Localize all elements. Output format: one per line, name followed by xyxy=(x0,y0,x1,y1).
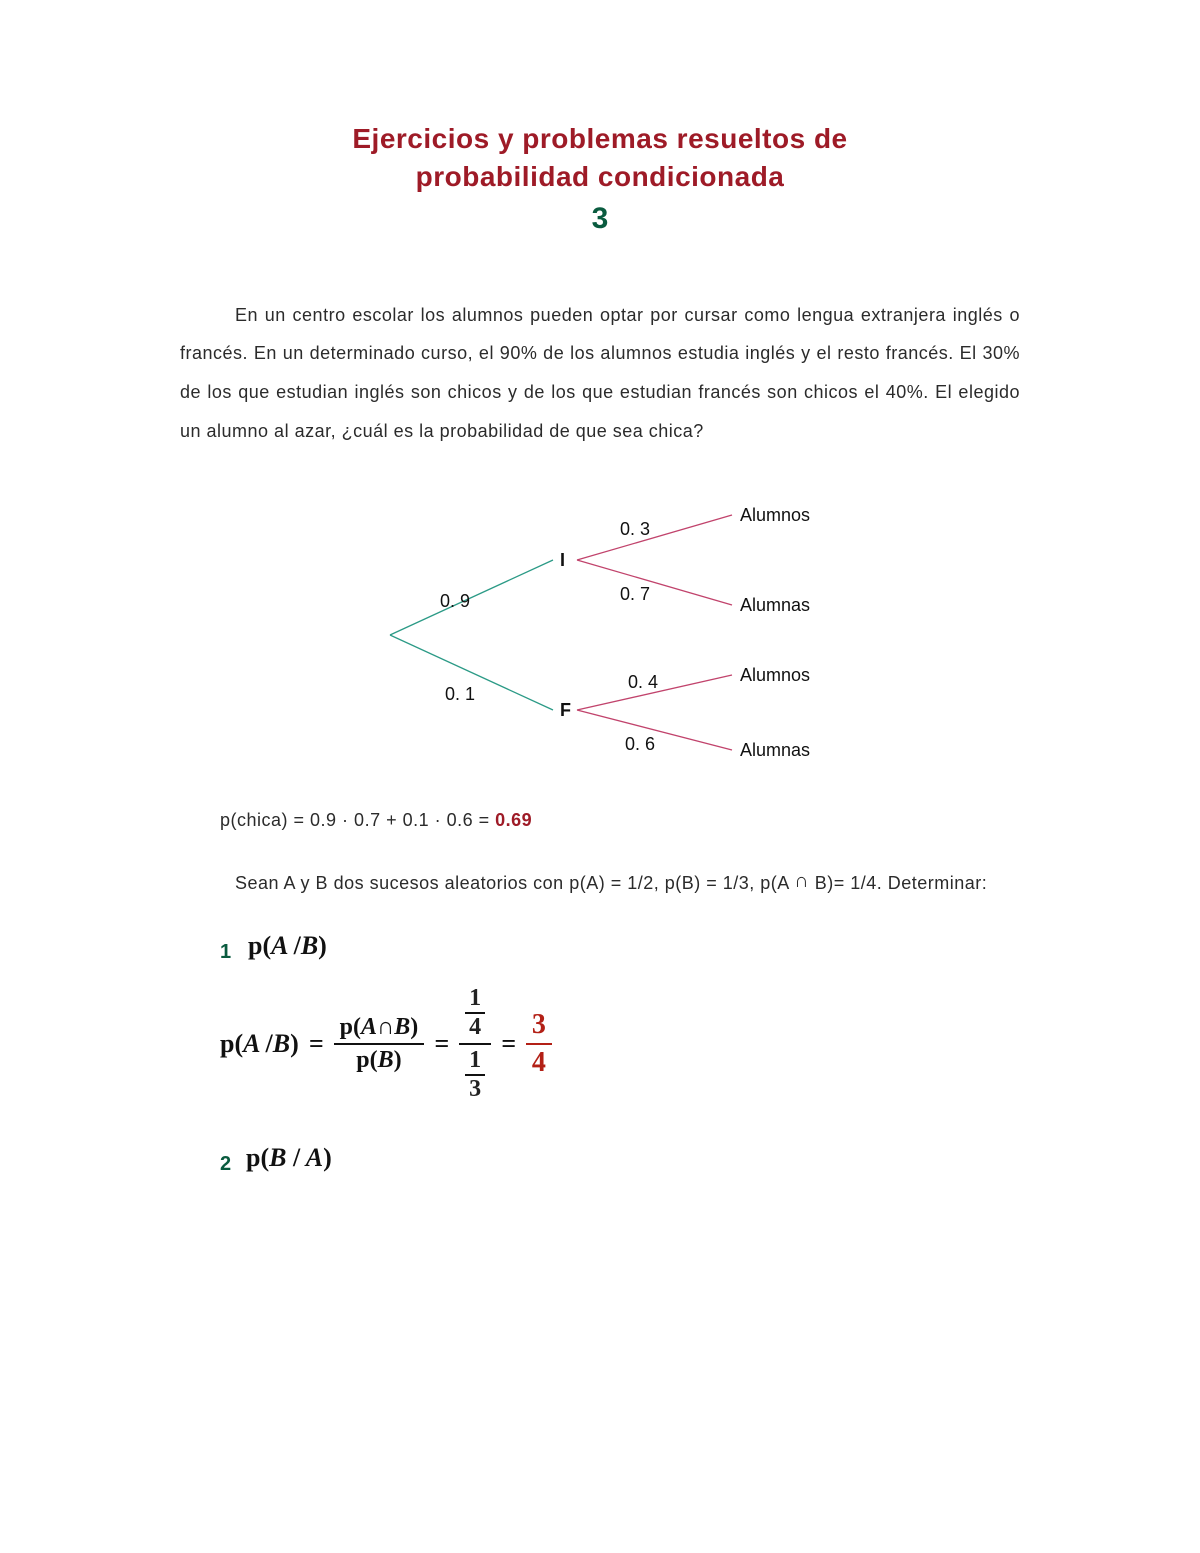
equation-1-lhs: p(A /B) xyxy=(220,1029,299,1059)
title-number: 3 xyxy=(180,202,1020,236)
paragraph-1-text: En un centro escolar los alumnos pueden … xyxy=(180,305,1020,441)
question-2: 2 p(B / A) xyxy=(220,1143,1020,1176)
equation-chica: p(chica) = 0.9 · 0.7 + 0.1 · 0.6 = 0.69 xyxy=(220,810,1020,831)
probability-tree-diagram: 0. 9 I 0. 1 F 0. 3 Alumnos 0. 7 Alumnas 0. 4 Alum… xyxy=(360,490,840,780)
intersection-symbol: ∩ xyxy=(794,870,809,892)
svg-text:Alumnos: Alumnos xyxy=(740,665,810,685)
page-title: Ejercicios y problemas resueltos de prob… xyxy=(180,120,1020,196)
question-1: 1 p(A /B) xyxy=(220,931,1020,964)
inner-frac-1-3: 1 3 xyxy=(465,1047,485,1103)
problem-paragraph: En un centro escolar los alumnos pueden … xyxy=(180,296,1020,451)
equation-chica-lhs: p(chica) = 0.9 · 0.7 + 0.1 · 0.6 = xyxy=(220,810,495,830)
paragraph-2b: B)= 1/4. Determinar: xyxy=(809,873,987,893)
svg-text:0. 3: 0. 3 xyxy=(620,519,650,539)
svg-text:Alumnas: Alumnas xyxy=(740,740,810,760)
inner-frac-1-4: 1 4 xyxy=(465,985,485,1041)
svg-text:Alumnas: Alumnas xyxy=(740,595,810,615)
equals-3: = xyxy=(501,1029,516,1059)
svg-text:F: F xyxy=(560,700,571,720)
paragraph-2a: Sean A y B dos sucesos aleatorios con p(… xyxy=(235,873,794,893)
svg-text:0. 4: 0. 4 xyxy=(628,672,658,692)
question-2-number: 2 xyxy=(220,1153,231,1175)
question-2-expression: p(B / A) xyxy=(246,1143,332,1172)
equation-1: p(A /B) = p(A∩B) p(B) = 1 4 1 3 = 3 xyxy=(220,985,1020,1103)
svg-text:I: I xyxy=(560,550,565,570)
question-1-number: 1 xyxy=(220,942,231,964)
title-line-2: probabilidad condicionada xyxy=(416,161,785,192)
problem-2-paragraph: Sean A y B dos sucesos aleatorios con p(… xyxy=(180,861,1020,901)
equation-chica-answer: 0.69 xyxy=(495,810,532,830)
equals-1: = xyxy=(309,1029,324,1059)
svg-text:0. 7: 0. 7 xyxy=(620,584,650,604)
question-1-expression: p(A /B) xyxy=(248,931,327,960)
svg-text:Alumnos: Alumnos xyxy=(740,505,810,525)
equation-1-fraction-small: 1 4 1 3 xyxy=(459,985,491,1103)
equals-2: = xyxy=(434,1029,449,1059)
document-page: Ejercicios y problemas resueltos de prob… xyxy=(0,0,1200,1553)
svg-text:0. 6: 0. 6 xyxy=(625,734,655,754)
equation-1-result: 3 4 xyxy=(526,1009,552,1079)
svg-text:0. 9: 0. 9 xyxy=(440,591,470,611)
equation-1-fraction-mid: p(A∩B) p(B) xyxy=(334,1014,425,1074)
svg-text:0. 1: 0. 1 xyxy=(445,684,475,704)
title-line-1: Ejercicios y problemas resueltos de xyxy=(352,123,847,154)
